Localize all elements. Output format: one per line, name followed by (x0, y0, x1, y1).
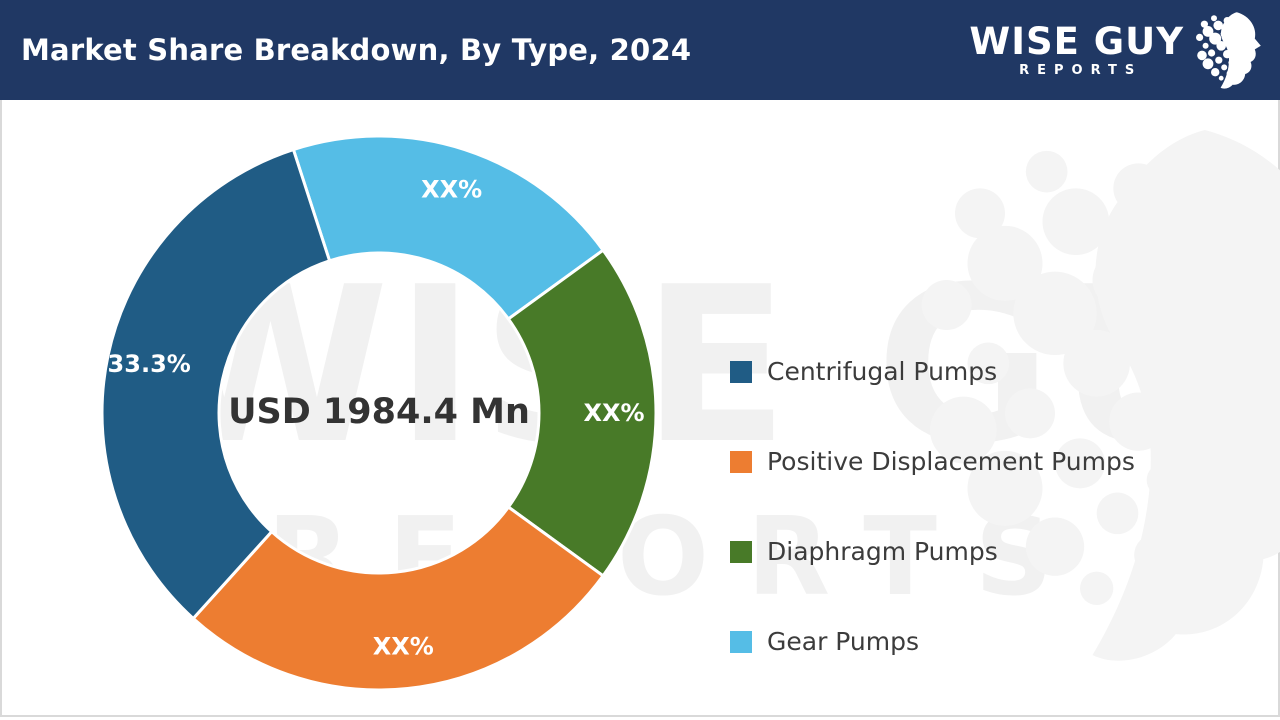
donut-segment-label-gear-pumps: XX% (421, 176, 482, 204)
brand-logo-text: WISE GUY REPORTS (969, 23, 1184, 78)
brand-name: WISE GUY (969, 19, 1184, 63)
page-title: Market Share Breakdown, By Type, 2024 (21, 33, 692, 67)
donut-segment-centrifugal-pumps (100, 148, 332, 620)
legend-label-gear-pumps: Gear Pumps (767, 627, 920, 656)
donut-segment-diaphragm-pumps (506, 248, 658, 578)
legend-swatch-centrifugal-pumps (730, 360, 752, 383)
legend-item-positive-displacement-pumps: Positive Displacement Pumps (730, 447, 1135, 476)
donut-chart: XX% XX% XX% 33.3% (100, 134, 658, 692)
brand-logo: WISE GUY REPORTS (969, 10, 1262, 90)
brand-head-icon (1196, 12, 1261, 89)
chart-panel: WISE GUY REPORTS XX% XX% XX% 33.3% USD 1984… (0, 100, 1280, 717)
legend-label-positive-displacement-pumps: Positive Displacement Pumps (767, 447, 1135, 476)
donut-segment-gear-pumps (291, 134, 605, 321)
donut-segment-label-diaphragm-pumps: XX% (583, 399, 644, 427)
chart-center-value: USD 1984.4 Mn (228, 392, 530, 432)
legend-item-gear-pumps: Gear Pumps (730, 627, 919, 656)
legend-label-centrifugal-pumps: Centrifugal Pumps (767, 357, 998, 386)
brand-subtitle: REPORTS (1019, 62, 1143, 78)
donut-segment-label-positive-displacement-pumps: XX% (373, 633, 434, 661)
legend-swatch-diaphragm-pumps (730, 540, 752, 563)
legend-item-diaphragm-pumps: Diaphragm Pumps (730, 537, 998, 566)
legend-item-centrifugal-pumps: Centrifugal Pumps (730, 357, 997, 386)
legend-swatch-positive-displacement-pumps (730, 450, 752, 473)
header-bar: Market Share Breakdown, By Type, 2024 WI… (0, 0, 1280, 100)
legend-swatch-gear-pumps (730, 630, 752, 653)
donut-segment-label-centrifugal-pumps: 33.3% (108, 350, 191, 378)
donut-segment-positive-displacement-pumps (191, 505, 605, 692)
legend-label-diaphragm-pumps: Diaphragm Pumps (767, 537, 998, 566)
